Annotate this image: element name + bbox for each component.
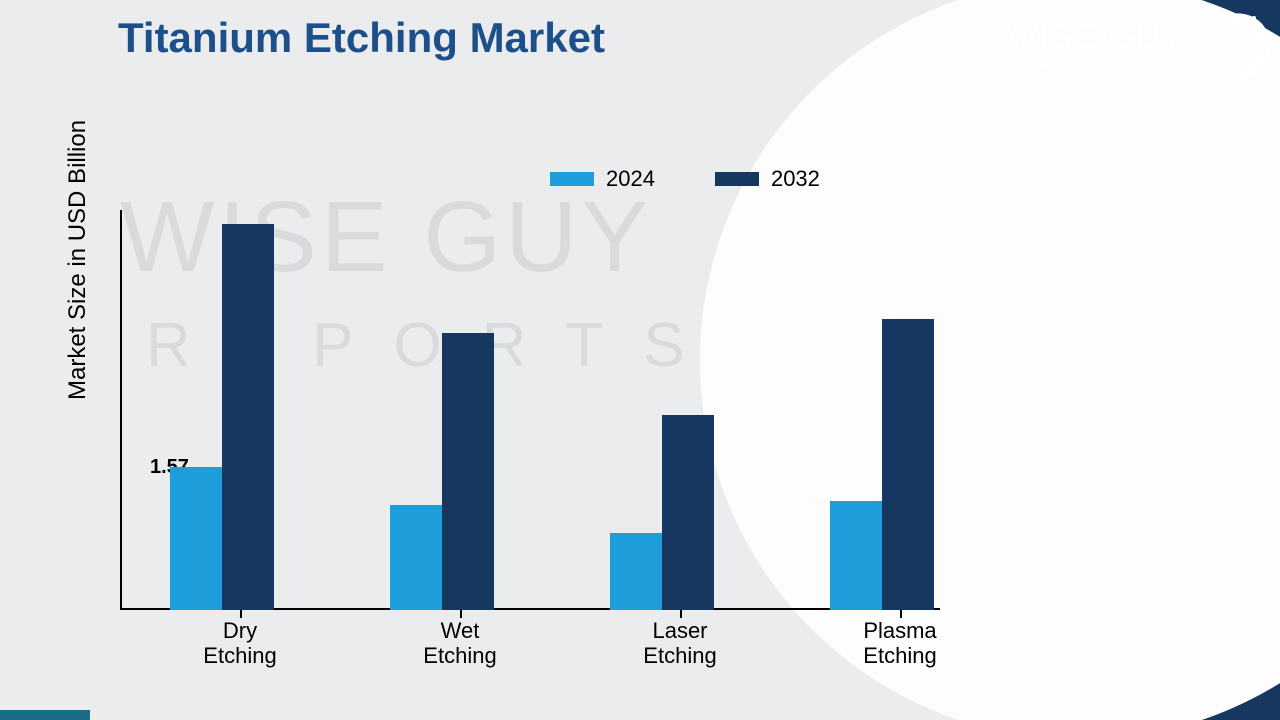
bar-2032-1 (442, 333, 494, 610)
x-label-0: DryEtching (170, 618, 310, 669)
footer-accent (0, 710, 90, 720)
bar-2024-3 (830, 501, 882, 610)
bar-2024-2 (610, 533, 662, 610)
bar-2032-3 (882, 319, 934, 610)
chart-title: Titanium Etching Market (118, 14, 605, 62)
y-axis (120, 210, 122, 610)
x-tick-3 (900, 610, 902, 618)
x-tick-1 (460, 610, 462, 618)
bar-2032-0 (222, 224, 274, 610)
bar-2024-1 (390, 505, 442, 610)
legend-swatch-2024 (550, 172, 594, 186)
legend-swatch-2032 (715, 172, 759, 186)
x-tick-0 (240, 610, 242, 618)
logo-line2: REPORTS (1006, 55, 1184, 75)
x-label-3: PlasmaEtching (830, 618, 970, 669)
logo-head-icon (1210, 6, 1280, 86)
y-axis-label: Market Size in USD Billion (64, 120, 92, 400)
x-label-1: WetEtching (390, 618, 530, 669)
bar-2024-0 (170, 467, 222, 610)
legend-item-2024: 2024 (550, 166, 655, 192)
legend: 2024 2032 (550, 166, 820, 192)
legend-label-2032: 2032 (771, 166, 820, 192)
x-tick-2 (680, 610, 682, 618)
page-root: WISE GUY REPORTS Titanium Etching Market… (0, 0, 1280, 720)
brand-logo: WISE GUY REPORTS (1006, 18, 1184, 75)
bar-chart: 1.57 (120, 210, 940, 610)
logo-line1: WISE GUY (1006, 18, 1184, 57)
bar-2032-2 (662, 415, 714, 610)
x-label-2: LaserEtching (610, 618, 750, 669)
legend-label-2024: 2024 (606, 166, 655, 192)
legend-item-2032: 2032 (715, 166, 820, 192)
